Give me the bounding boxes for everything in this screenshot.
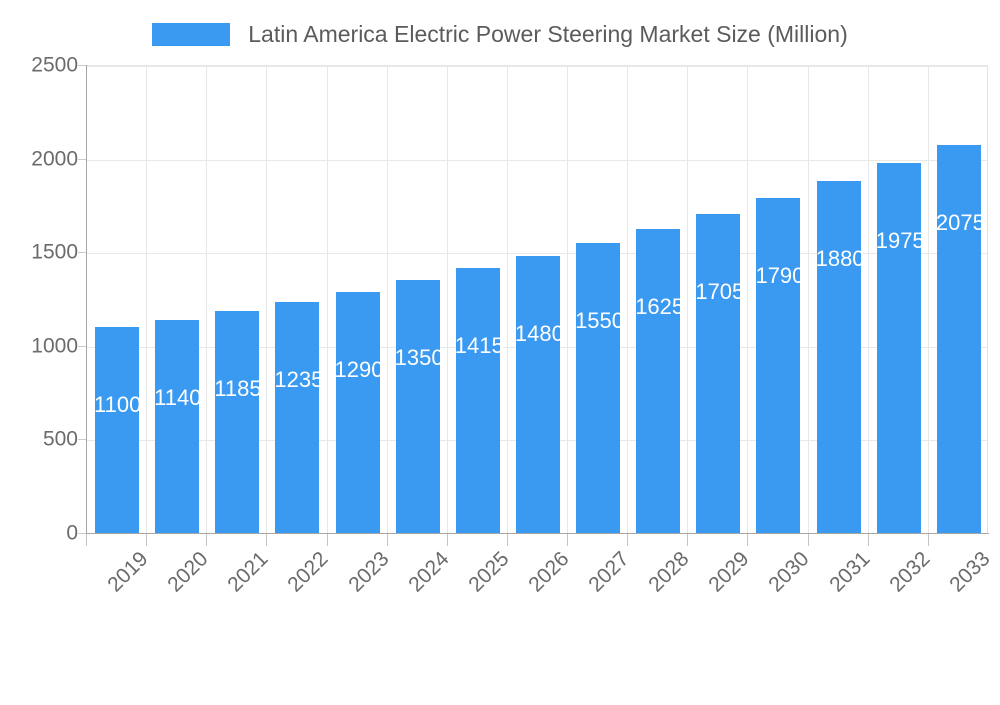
horizontal-gridline: [86, 66, 987, 67]
bar[interactable]: [636, 228, 681, 533]
x-axis-tick-mark: [327, 534, 328, 546]
vertical-gridline: [447, 66, 448, 533]
x-axis-line: [86, 533, 989, 534]
vertical-gridline: [387, 66, 388, 533]
bar[interactable]: [876, 163, 921, 533]
bar[interactable]: [395, 280, 440, 533]
x-axis-tick-mark: [266, 534, 267, 546]
y-axis-tick-mark: [78, 439, 86, 441]
legend-color-swatch[interactable]: [152, 22, 231, 46]
x-axis-tick-mark: [687, 534, 688, 546]
vertical-gridline: [747, 66, 748, 533]
vertical-gridline: [627, 66, 628, 533]
x-axis-tick-mark: [86, 534, 87, 546]
vertical-gridline: [928, 66, 929, 533]
y-axis-line: [86, 65, 87, 534]
bar-value-label: 1350: [394, 345, 444, 371]
y-axis-tick-label: 1500: [31, 240, 78, 264]
bar[interactable]: [335, 291, 380, 533]
y-axis-tick-label: 1000: [31, 334, 78, 358]
bar[interactable]: [936, 144, 981, 533]
vertical-gridline: [206, 66, 207, 533]
bar-value-label: 1880: [815, 246, 865, 272]
bar[interactable]: [155, 319, 200, 533]
bar[interactable]: [756, 197, 801, 533]
bar[interactable]: [455, 268, 500, 533]
x-axis-tick-mark: [808, 534, 809, 546]
chart-legend: Latin America Electric Power Steering Ma…: [0, 16, 1000, 52]
x-axis-tick-mark: [747, 534, 748, 546]
plot-area: 1100 1140 1185 1235 1290 1350 1415 1480 1550 1625…: [86, 65, 988, 533]
bar-value-label: 1625: [635, 293, 685, 319]
y-axis-tick-mark: [78, 252, 86, 254]
bar[interactable]: [576, 242, 621, 533]
x-axis-tick-mark: [507, 534, 508, 546]
y-axis-tick-label: 500: [42, 427, 78, 451]
bar[interactable]: [816, 181, 861, 533]
y-axis-tick-label: 0: [66, 521, 78, 545]
y-axis-tick-mark: [78, 345, 86, 347]
bar-value-label: 1140: [154, 384, 202, 410]
bar[interactable]: [515, 255, 560, 533]
horizontal-gridline: [86, 159, 987, 161]
x-axis-tick-mark: [387, 534, 388, 546]
vertical-gridline: [808, 66, 809, 533]
y-axis-ticks: 0 500 1000 1500 2000 2500: [0, 0, 86, 600]
y-axis-tick-mark: [78, 65, 86, 66]
bar-value-label: 1705: [695, 278, 745, 304]
vertical-gridline: [687, 66, 688, 533]
bar[interactable]: [275, 301, 320, 533]
bar-value-label: 1415: [454, 333, 504, 359]
bar-value-label: 1975: [875, 228, 925, 254]
bar-value-label: 1550: [575, 307, 625, 333]
x-axis-tick-mark: [146, 534, 147, 546]
y-axis-tick-label: 2500: [31, 53, 78, 77]
y-axis-tick-mark: [78, 533, 86, 534]
vertical-gridline: [567, 66, 568, 533]
x-axis-tick-mark: [567, 534, 568, 546]
y-axis-tick-label: 2000: [31, 147, 78, 171]
bar-value-label: 1790: [755, 262, 805, 288]
bar-value-label: 1480: [514, 320, 564, 346]
bar-chart: Latin America Electric Power Steering Ma…: [0, 0, 1000, 600]
bar-value-label: 1185: [214, 376, 262, 402]
bar-value-label: 1290: [334, 356, 384, 382]
bar[interactable]: [215, 311, 260, 533]
horizontal-gridline: [86, 253, 987, 255]
bar[interactable]: [696, 213, 741, 533]
vertical-gridline: [146, 66, 147, 533]
x-axis-tick-mark: [627, 534, 628, 546]
bar[interactable]: [95, 327, 139, 533]
bar-value-label: 1235: [274, 366, 324, 392]
bar-value-label: 1100: [94, 392, 142, 418]
vertical-gridline: [868, 66, 869, 533]
legend-label[interactable]: Latin America Electric Power Steering Ma…: [248, 20, 848, 47]
x-axis-tick-mark: [868, 534, 869, 546]
x-axis-tick-mark: [206, 534, 207, 546]
x-axis-tick-mark: [447, 534, 448, 546]
vertical-gridline: [266, 66, 267, 533]
bar-value-label: 2075: [935, 209, 985, 235]
x-axis-tick-mark: [928, 534, 929, 546]
vertical-gridline: [507, 66, 508, 533]
vertical-gridline: [327, 66, 328, 533]
y-axis-tick-mark: [78, 158, 86, 160]
plot-inner: 1100 1140 1185 1235 1290 1350 1415 1480 1550 1625…: [86, 66, 987, 533]
